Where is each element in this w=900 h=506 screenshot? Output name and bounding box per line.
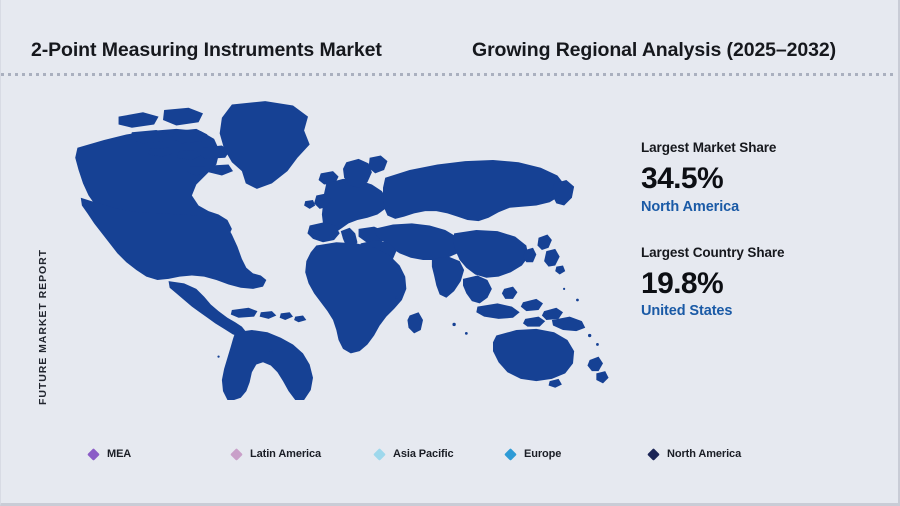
stat-region: United States: [641, 303, 733, 319]
header: 2-Point Measuring Instruments Market Gro…: [1, 0, 897, 76]
header-divider: [1, 73, 897, 76]
stat-value: 34.5%: [641, 162, 724, 195]
stat-block-market-share: Largest Market Share 34.5% North America: [641, 140, 881, 215]
stat-label: Largest Market Share: [641, 140, 777, 155]
legend-label: Asia Pacific: [393, 448, 454, 460]
legend-label: MEA: [107, 448, 132, 460]
legend-diamond-icon: [504, 447, 517, 461]
stat-value: 19.8%: [641, 266, 724, 300]
stat-block-country-share: Largest Country Share 19.8% United State…: [641, 245, 881, 320]
legend-label: Europe: [524, 448, 562, 460]
stats-panel: Largest Market Share 34.5% North America…: [641, 140, 881, 349]
brand-watermark: FUTURE MARKET REPORT: [35, 232, 51, 422]
legend-diamond-icon: [373, 447, 386, 461]
legend-diamond-icon: [230, 447, 243, 461]
legend-diamond-icon: [87, 447, 100, 461]
stat-region: North America: [641, 198, 740, 215]
legend-diamond-icon: [647, 447, 660, 461]
legend-label: Latin America: [250, 448, 322, 460]
page-title-primary: 2-Point Measuring Instruments Market: [31, 39, 382, 61]
legend-item-north-america: North America: [647, 447, 742, 461]
brand-watermark-label: FUTURE MARKET REPORT: [37, 248, 49, 406]
legend-item-mea: MEA: [87, 447, 132, 461]
legend: MEA Latin America Asia Pacific Europe No…: [87, 447, 809, 466]
legend-item-europe: Europe: [504, 447, 562, 461]
legend-item-asia-pacific: Asia Pacific: [373, 447, 454, 461]
world-map-icon: [75, 101, 609, 400]
stat-label: Largest Country Share: [641, 244, 785, 260]
page-title-secondary: Growing Regional Analysis (2025–2032): [472, 39, 837, 61]
world-map: [63, 100, 623, 400]
legend-label: North America: [667, 448, 742, 460]
legend-item-latin-america: Latin America: [230, 447, 322, 461]
